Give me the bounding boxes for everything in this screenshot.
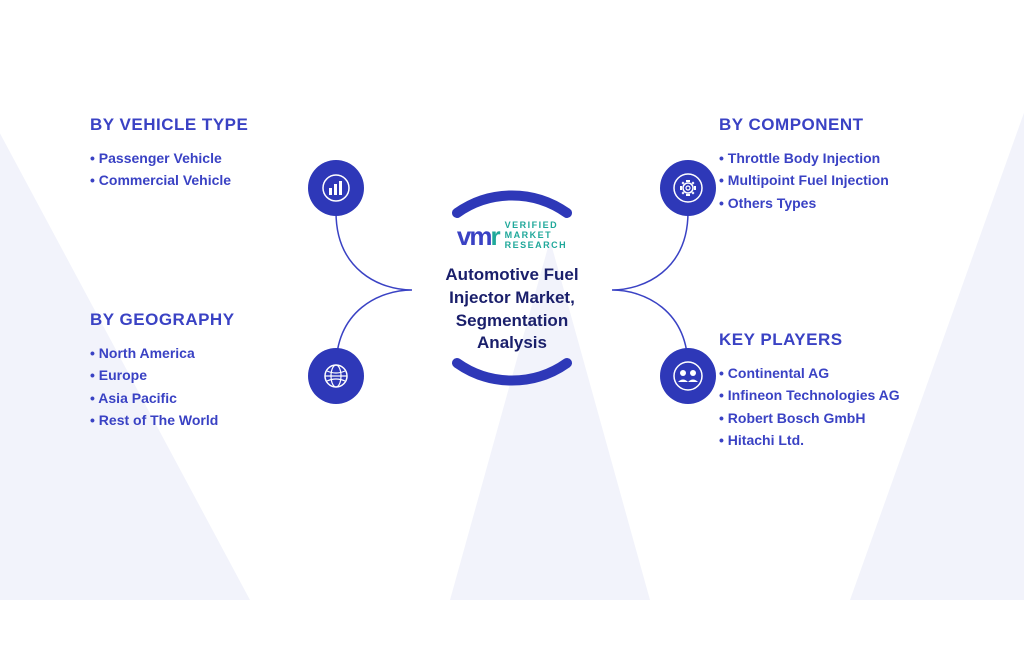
hub-arcs bbox=[402, 178, 622, 398]
segment-list: North AmericaEuropeAsia PacificRest of T… bbox=[90, 342, 240, 432]
infographic-container: vm r VERIFIED MARKET RESEARCH Automotive… bbox=[0, 0, 1024, 576]
gear-icon bbox=[660, 160, 716, 216]
segment-title: KEY PLAYERS bbox=[719, 330, 969, 350]
list-item: Rest of The World bbox=[90, 409, 240, 431]
segment-list: Passenger VehicleCommercial Vehicle bbox=[90, 147, 340, 192]
segment-title: BY COMPONENT bbox=[719, 115, 969, 135]
list-item: Asia Pacific bbox=[90, 387, 240, 409]
segment-title: BY GEOGRAPHY bbox=[90, 310, 340, 330]
segment-list: Throttle Body InjectionMultipoint Fuel I… bbox=[719, 147, 969, 214]
list-item: Robert Bosch GmbH bbox=[719, 407, 969, 429]
segment-list: Continental AGInfineon Technologies AGRo… bbox=[719, 362, 969, 452]
segment-vehicle-type: BY VEHICLE TYPE Passenger VehicleCommerc… bbox=[90, 115, 340, 192]
list-item: Continental AG bbox=[719, 362, 969, 384]
list-item: Multipoint Fuel Injection bbox=[719, 169, 969, 191]
segment-key-players: KEY PLAYERS Continental AGInfineon Techn… bbox=[719, 330, 969, 452]
list-item: Others Types bbox=[719, 192, 969, 214]
list-item: Europe bbox=[90, 364, 240, 386]
segment-title: BY VEHICLE TYPE bbox=[90, 115, 340, 135]
list-item: Commercial Vehicle bbox=[90, 169, 340, 191]
list-item: Hitachi Ltd. bbox=[719, 429, 969, 451]
list-item: Throttle Body Injection bbox=[719, 147, 969, 169]
list-item: Passenger Vehicle bbox=[90, 147, 340, 169]
segment-component: BY COMPONENT Throttle Body InjectionMult… bbox=[719, 115, 969, 214]
list-item: North America bbox=[90, 342, 240, 364]
center-hub: vm r VERIFIED MARKET RESEARCH Automotive… bbox=[382, 158, 642, 418]
segment-geography: BY GEOGRAPHY North AmericaEuropeAsia Pac… bbox=[90, 310, 340, 432]
people-icon bbox=[660, 348, 716, 404]
list-item: Infineon Technologies AG bbox=[719, 384, 969, 406]
